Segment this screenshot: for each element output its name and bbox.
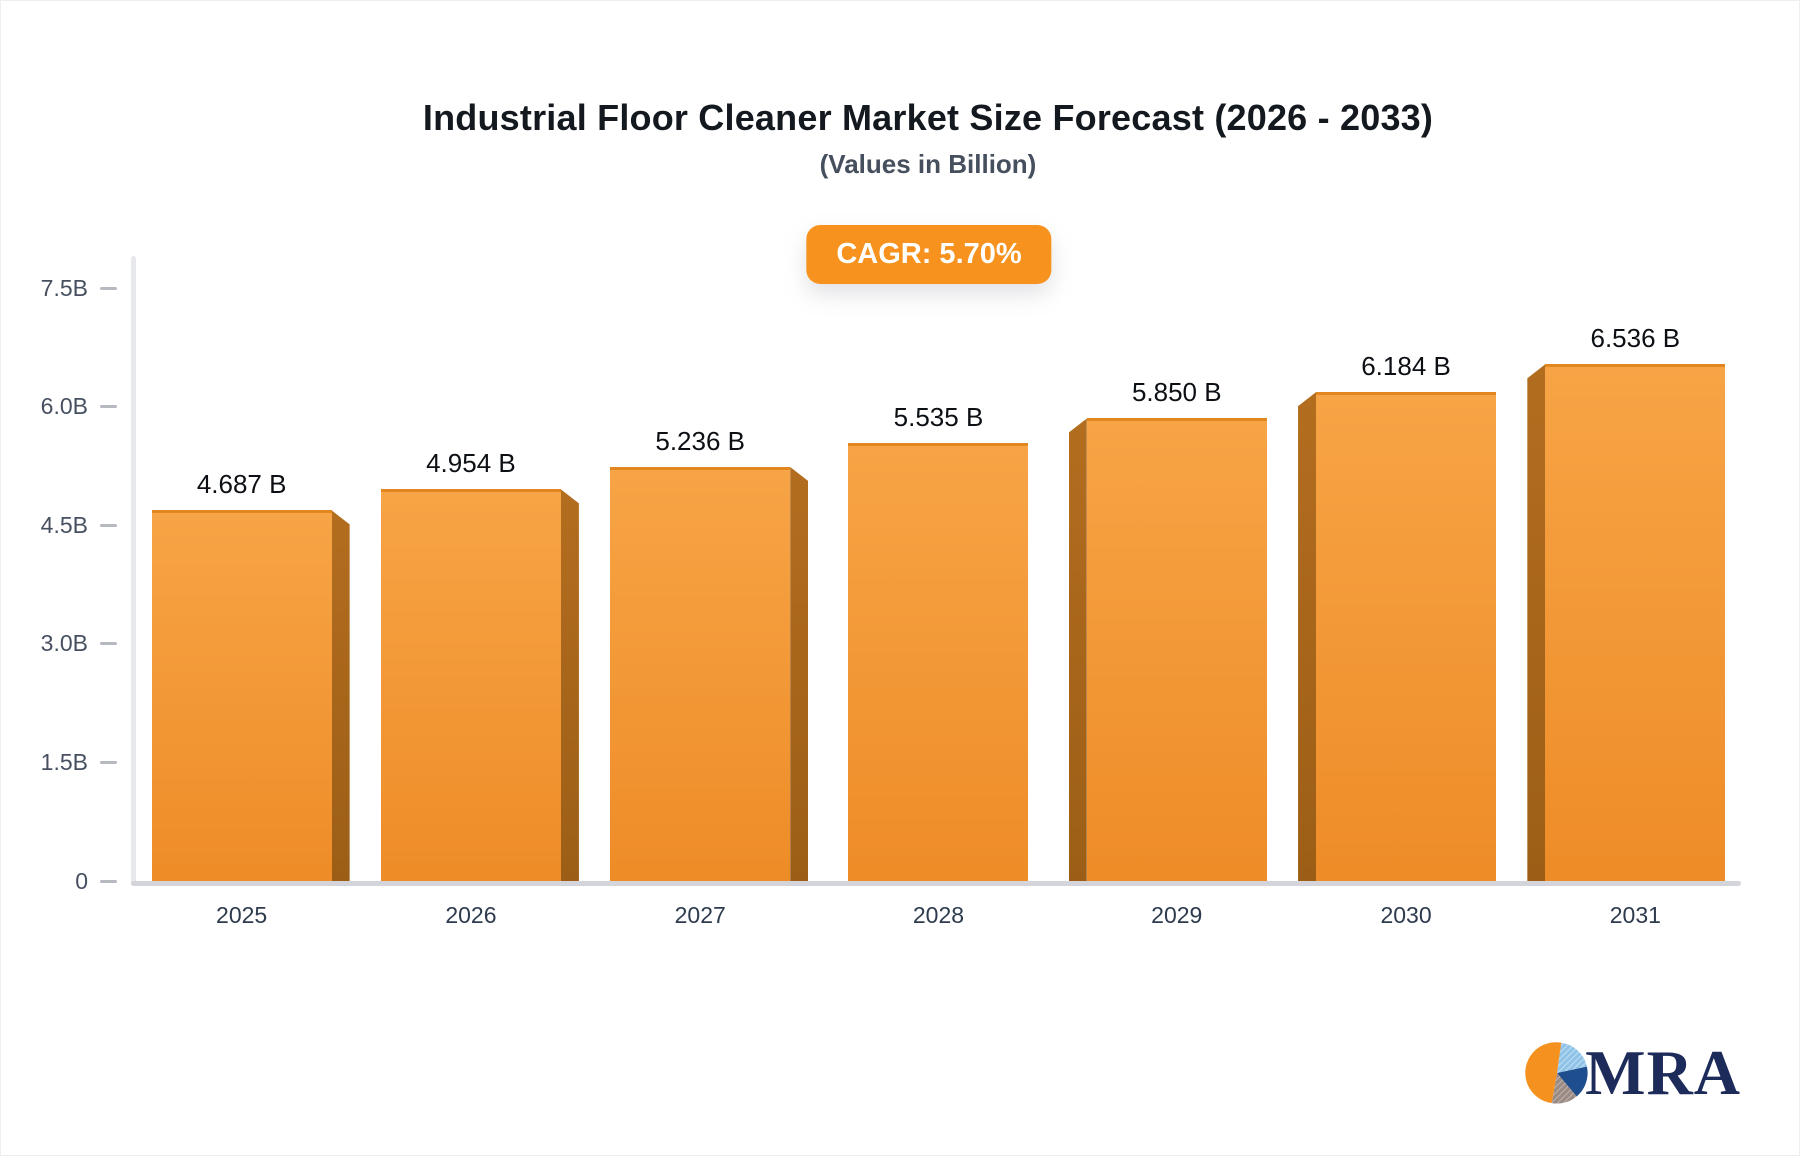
bar-slot: 4.954 B 2026 [365, 256, 594, 928]
bar-front-face [1545, 364, 1726, 881]
x-axis-baseline [131, 881, 1741, 886]
y-tick-mark [100, 879, 117, 883]
x-tick-label: 2027 [674, 902, 726, 928]
bar-side-face [1068, 418, 1087, 881]
y-axis-line [131, 256, 136, 886]
y-tick: 3.0B [6, 630, 131, 657]
bar-side-face [560, 489, 579, 881]
x-tick-label: 2031 [1609, 902, 1661, 928]
y-tick: 4.5B [6, 512, 131, 538]
page-title: Industrial Floor Cleaner Market Size For… [422, 97, 1434, 138]
y-tick: 0 [6, 868, 131, 894]
y-tick-mark [100, 760, 117, 764]
bar-value-label: 5.236 B [655, 426, 746, 457]
x-tick-label: 2030 [1380, 902, 1432, 928]
bar-front-face [1316, 392, 1497, 881]
y-tick-label: 4.5B [40, 511, 88, 538]
bar-front-face [151, 510, 332, 881]
cagr-badge: CAGR: 5.70% [806, 225, 1052, 284]
bar-slot: 6.184 B 2030 [1282, 256, 1511, 928]
bar-slot: 5.850 B 2029 [1053, 256, 1282, 928]
bar-2029: 5.850 B 2029 [1068, 377, 1267, 928]
y-tick-mark [100, 405, 117, 409]
bar-2025: 4.687 B 2025 [151, 469, 350, 928]
y-tick-mark [100, 523, 117, 527]
y-tick: 7.5B [6, 275, 131, 301]
bar-value-label: 5.535 B [893, 402, 984, 433]
mra-logo: MRA [1523, 1039, 1741, 1107]
bar-slot: 5.236 B 2027 [595, 256, 824, 928]
x-tick-label: 2026 [445, 902, 497, 928]
y-tick-label: 1.5B [40, 748, 88, 775]
bar-side-face [331, 510, 350, 881]
bar-value-label: 6.536 B [1590, 323, 1681, 354]
bar-front-face [1086, 418, 1267, 881]
bar-side-face [790, 467, 809, 881]
bar-value-label: 4.687 B [196, 469, 287, 500]
bar-slot: 5.535 B 2028 [824, 256, 1053, 928]
bar-front-face [848, 443, 1029, 881]
bar-2031: 6.536 B 2031 [1527, 323, 1726, 928]
y-tick-mark [100, 642, 117, 646]
plot-area: 4.687 B 2025 4.954 B 2026 5.236 B 2027 5.535 B… [131, 256, 1741, 928]
page-subtitle: (Values in Billion) [819, 149, 1037, 179]
bars-layer: 4.687 B 2025 4.954 B 2026 5.236 B 2027 5.535 B… [136, 256, 1741, 928]
y-tick-label: 0 [75, 867, 88, 894]
bar-slot: 4.687 B 2025 [136, 256, 365, 928]
bar-side-face [1527, 364, 1546, 881]
bar-value-label: 6.184 B [1361, 351, 1451, 382]
y-tick: 6.0B [6, 393, 131, 420]
x-tick-label: 2029 [1151, 902, 1203, 928]
bar-2030: 6.184 B 2030 [1298, 351, 1497, 928]
logo-text: MRA [1585, 1037, 1741, 1108]
y-tick-label: 3.0B [40, 630, 88, 657]
bar-2026: 4.954 B 2026 [380, 448, 579, 928]
pie-chart-logo-icon [1525, 1042, 1588, 1104]
y-axis: 7.5B 6.0B 4.5B 3.0B 1.5B 0 [1, 256, 131, 894]
y-tick-mark [100, 286, 117, 290]
bar-front-face [380, 489, 561, 881]
y-tick-label: 7.5B [40, 274, 88, 301]
bar-value-label: 4.954 B [426, 448, 516, 479]
x-tick-label: 2028 [912, 902, 965, 928]
bar-slot: 6.536 B 2031 [1512, 256, 1741, 928]
bar-value-label: 5.850 B [1131, 377, 1222, 408]
y-tick-label: 6.0B [40, 393, 88, 420]
bar-front-face [610, 467, 791, 881]
bar-2028: 5.535 B 2028 [839, 402, 1037, 928]
bar-2027: 5.236 B 2027 [610, 426, 809, 928]
y-tick: 1.5B [6, 749, 131, 775]
x-tick-label: 2025 [216, 902, 268, 928]
bar-side-face [1298, 392, 1317, 881]
